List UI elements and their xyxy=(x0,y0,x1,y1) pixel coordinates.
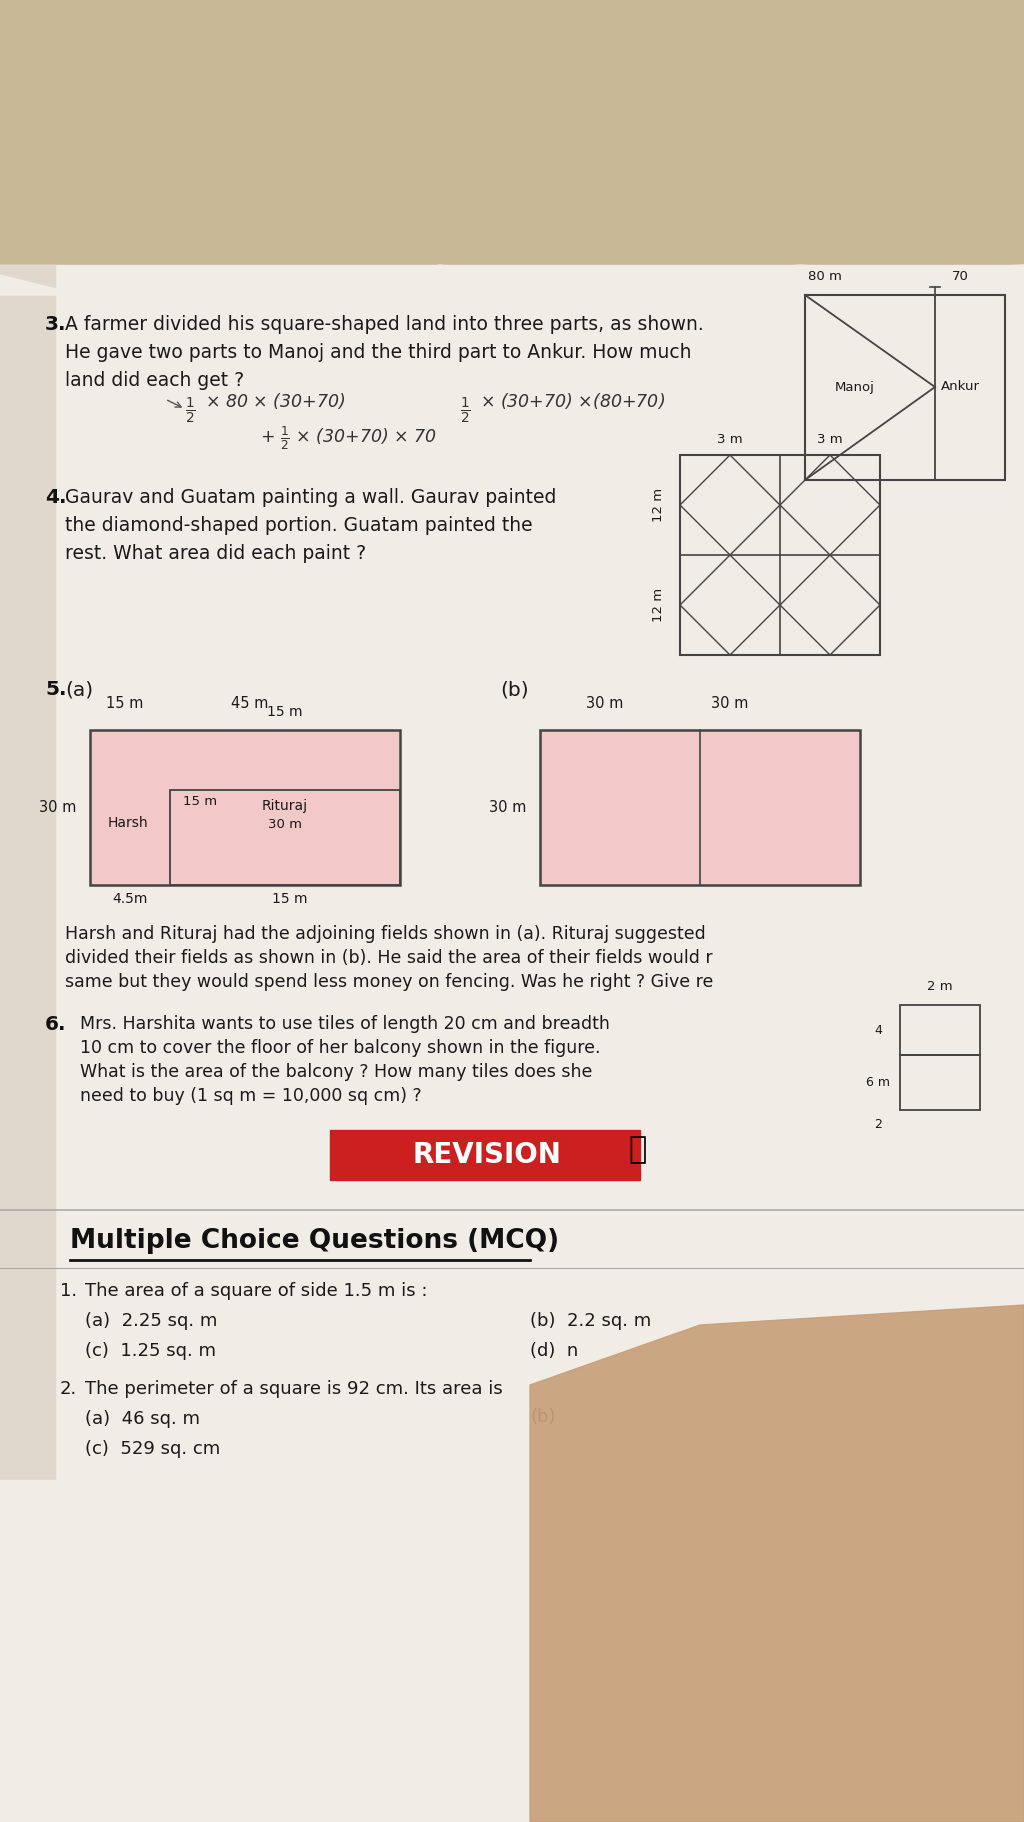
Text: 15 m: 15 m xyxy=(106,696,143,711)
Text: 6 m: 6 m xyxy=(866,1075,890,1088)
Text: 2 m: 2 m xyxy=(927,980,952,993)
Text: need to buy (1 sq m = 10,000 sq cm) ?: need to buy (1 sq m = 10,000 sq cm) ? xyxy=(80,1088,422,1104)
Text: 3.: 3. xyxy=(45,315,67,333)
Text: REVISION: REVISION xyxy=(413,1141,561,1170)
Text: (a)  2.25 sq. m: (a) 2.25 sq. m xyxy=(85,1312,217,1330)
Bar xyxy=(0,264,55,1822)
Bar xyxy=(170,791,400,885)
Text: A farmer divided his square-shaped land into three parts, as shown.: A farmer divided his square-shaped land … xyxy=(65,315,703,333)
Text: Multiple Choice Questions (MCQ): Multiple Choice Questions (MCQ) xyxy=(70,1228,559,1254)
Text: 30 m: 30 m xyxy=(39,800,77,814)
Text: He gave two parts to Manoj and the third part to Ankur. How much: He gave two parts to Manoj and the third… xyxy=(65,343,691,363)
Text: 15 m: 15 m xyxy=(183,794,217,807)
Text: 70: 70 xyxy=(951,270,969,282)
Text: 3 m: 3 m xyxy=(717,434,742,446)
Text: 45 m: 45 m xyxy=(231,696,268,711)
Bar xyxy=(900,1055,980,1110)
Text: $\times$ (30+70) $\times$(80+70): $\times$ (30+70) $\times$(80+70) xyxy=(480,392,665,412)
Bar xyxy=(90,731,400,885)
Bar xyxy=(0,0,1024,270)
Text: Harsh and Rituraj had the adjoining fields shown in (a). Rituraj suggested: Harsh and Rituraj had the adjoining fiel… xyxy=(65,926,706,944)
Text: 6.: 6. xyxy=(45,1015,67,1035)
Bar xyxy=(805,295,1005,479)
Text: (c)  1.25 sq. m: (c) 1.25 sq. m xyxy=(85,1343,216,1359)
Text: 30 m: 30 m xyxy=(587,696,624,711)
Text: 10 cm to cover the floor of her balcony shown in the figure.: 10 cm to cover the floor of her balcony … xyxy=(80,1039,600,1057)
Text: (b): (b) xyxy=(530,1408,555,1427)
Text: 30 m: 30 m xyxy=(268,818,302,831)
Text: (d)  n: (d) n xyxy=(530,1343,579,1359)
Text: 5.: 5. xyxy=(45,680,67,700)
Bar xyxy=(330,1130,640,1181)
Text: 12 m: 12 m xyxy=(651,488,665,523)
Text: 4.5m: 4.5m xyxy=(113,893,147,906)
Text: rest. What area did each paint ?: rest. What area did each paint ? xyxy=(65,545,367,563)
Text: The perimeter of a square is 92 cm. Its area is: The perimeter of a square is 92 cm. Its … xyxy=(85,1379,503,1397)
Text: 3 m: 3 m xyxy=(817,434,843,446)
Text: same but they would spend less money on fencing. Was he right ? Give re: same but they would spend less money on … xyxy=(65,973,714,991)
Text: 4: 4 xyxy=(874,1024,882,1037)
Text: 30 m: 30 m xyxy=(712,696,749,711)
Text: (b): (b) xyxy=(500,680,528,700)
Text: 30 m: 30 m xyxy=(489,800,526,814)
Text: What is the area of the balcony ? How many tiles does she: What is the area of the balcony ? How ma… xyxy=(80,1062,592,1080)
Bar xyxy=(900,1006,980,1055)
Text: (b)  2.2 sq. m: (b) 2.2 sq. m xyxy=(530,1312,651,1330)
Text: 4.: 4. xyxy=(45,488,67,507)
Text: the diamond-shaped portion. Guatam painted the: the diamond-shaped portion. Guatam paint… xyxy=(65,516,532,536)
Text: + $\frac{1}{2}$ $\times$ (30+70) $\times$ 70: + $\frac{1}{2}$ $\times$ (30+70) $\times… xyxy=(260,425,437,452)
Text: Gaurav and Guatam painting a wall. Gaurav painted: Gaurav and Guatam painting a wall. Gaura… xyxy=(65,488,556,507)
Text: (a)  46 sq. m: (a) 46 sq. m xyxy=(85,1410,200,1428)
Text: 2.: 2. xyxy=(60,1379,77,1397)
Text: (a): (a) xyxy=(65,680,93,700)
Bar xyxy=(0,1479,1024,1822)
Text: (c)  529 sq. cm: (c) 529 sq. cm xyxy=(85,1439,220,1458)
Text: 12 m: 12 m xyxy=(651,589,665,621)
Text: 2: 2 xyxy=(874,1119,882,1131)
Text: $\frac{1}{2}$: $\frac{1}{2}$ xyxy=(185,395,196,426)
Polygon shape xyxy=(530,1305,1024,1822)
Text: Harsh: Harsh xyxy=(108,816,148,831)
Text: Ankur: Ankur xyxy=(940,381,980,394)
Text: 15 m: 15 m xyxy=(267,705,303,720)
Bar xyxy=(0,264,1024,1822)
Text: The area of a square of side 1.5 m is :: The area of a square of side 1.5 m is : xyxy=(85,1283,427,1301)
Text: land did each get ?: land did each get ? xyxy=(65,372,244,390)
Text: 80 m: 80 m xyxy=(808,270,842,282)
Text: $\times$ 80 $\times$ (30+70): $\times$ 80 $\times$ (30+70) xyxy=(205,392,345,412)
Text: 15 m: 15 m xyxy=(272,893,308,906)
Text: $\frac{1}{2}$: $\frac{1}{2}$ xyxy=(460,395,471,426)
Text: Rituraj: Rituraj xyxy=(262,800,308,813)
Text: divided their fields as shown in (b). He said the area of their fields would r: divided their fields as shown in (b). He… xyxy=(65,949,713,967)
Bar xyxy=(540,731,860,885)
Bar xyxy=(680,456,880,654)
Text: Manoj: Manoj xyxy=(835,381,874,394)
Text: 🦉: 🦉 xyxy=(629,1135,647,1164)
Bar xyxy=(540,731,860,885)
Text: 1.: 1. xyxy=(60,1283,77,1301)
Polygon shape xyxy=(0,264,1024,295)
Bar xyxy=(90,731,400,885)
Text: Mrs. Harshita wants to use tiles of length 20 cm and breadth: Mrs. Harshita wants to use tiles of leng… xyxy=(80,1015,610,1033)
